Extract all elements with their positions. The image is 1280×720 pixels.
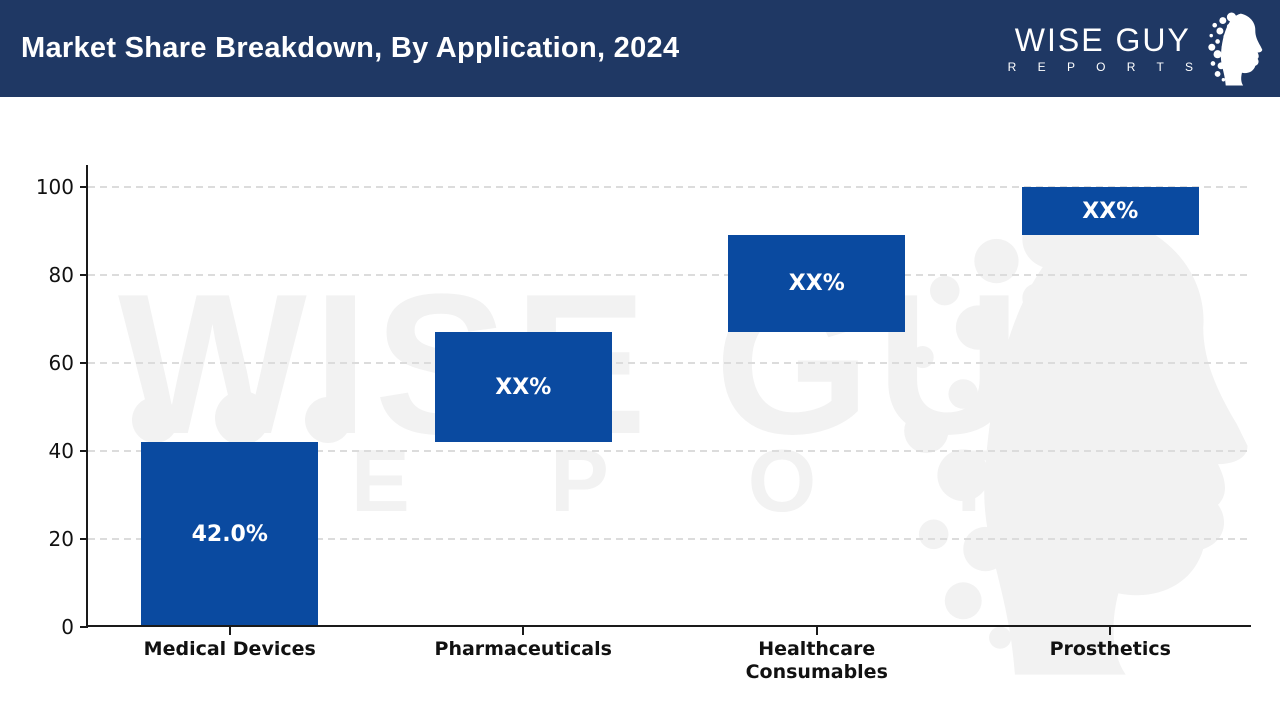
x-tick	[815, 627, 818, 635]
gridline-20	[88, 538, 1252, 540]
y-tick-label: 100	[35, 175, 74, 199]
plot-area: WISE GUY R E P O R T S 02040608010042.0%…	[0, 97, 1280, 720]
gridline-40	[88, 450, 1252, 452]
y-tick-80	[80, 274, 88, 276]
y-tick-label: 80	[48, 263, 74, 287]
logo-text: WISE GUY R E P O R T S	[1004, 23, 1202, 74]
bar-segment: 42.0%	[141, 442, 319, 627]
y-tick-label: 40	[48, 439, 74, 463]
y-tick-40	[80, 450, 88, 452]
bar-segment: XX%	[1021, 187, 1199, 236]
x-category-label: Prosthetics	[1049, 638, 1171, 660]
x-category-label: Healthcare Consumables	[745, 638, 888, 683]
y-axis-line	[86, 165, 88, 627]
watermark-dot	[215, 391, 269, 445]
gridline-60	[88, 362, 1252, 364]
x-category-label: Medical Devices	[143, 638, 316, 660]
logo-face-icon	[1206, 11, 1264, 87]
bar-segment: XX%	[434, 332, 612, 443]
y-tick-60	[80, 362, 88, 364]
watermark-dot	[132, 397, 178, 443]
bar-segment: XX%	[728, 235, 906, 333]
wise-guy-logo: WISE GUY R E P O R T S	[1004, 11, 1280, 87]
bar-value-label: XX%	[788, 271, 845, 297]
x-category-label: Pharmaceuticals	[434, 638, 612, 660]
y-tick-20	[80, 538, 88, 540]
bar-value-label: XX%	[1082, 198, 1139, 224]
x-tick	[1109, 627, 1112, 635]
y-tick-label: 20	[48, 527, 74, 551]
watermark-wordmark: WISE GUY	[118, 253, 1167, 476]
gridline-100	[88, 186, 1252, 188]
x-tick	[228, 627, 231, 635]
y-tick-label: 60	[48, 351, 74, 375]
logo-subtext: R E P O R T S	[1007, 60, 1202, 74]
bar-value-label: 42.0%	[191, 522, 268, 548]
page-title: Market Share Breakdown, By Application, …	[21, 32, 680, 64]
logo-wordmark: WISE GUY	[1014, 22, 1191, 58]
y-tick-100	[80, 186, 88, 188]
header-bar: Market Share Breakdown, By Application, …	[0, 0, 1280, 97]
gridline-80	[88, 274, 1252, 276]
x-tick	[522, 627, 525, 635]
x-axis-line	[86, 625, 1251, 627]
y-tick-0	[80, 626, 88, 628]
y-tick-label: 0	[61, 615, 74, 639]
watermark-dot	[305, 397, 351, 443]
bar-value-label: XX%	[495, 374, 552, 400]
